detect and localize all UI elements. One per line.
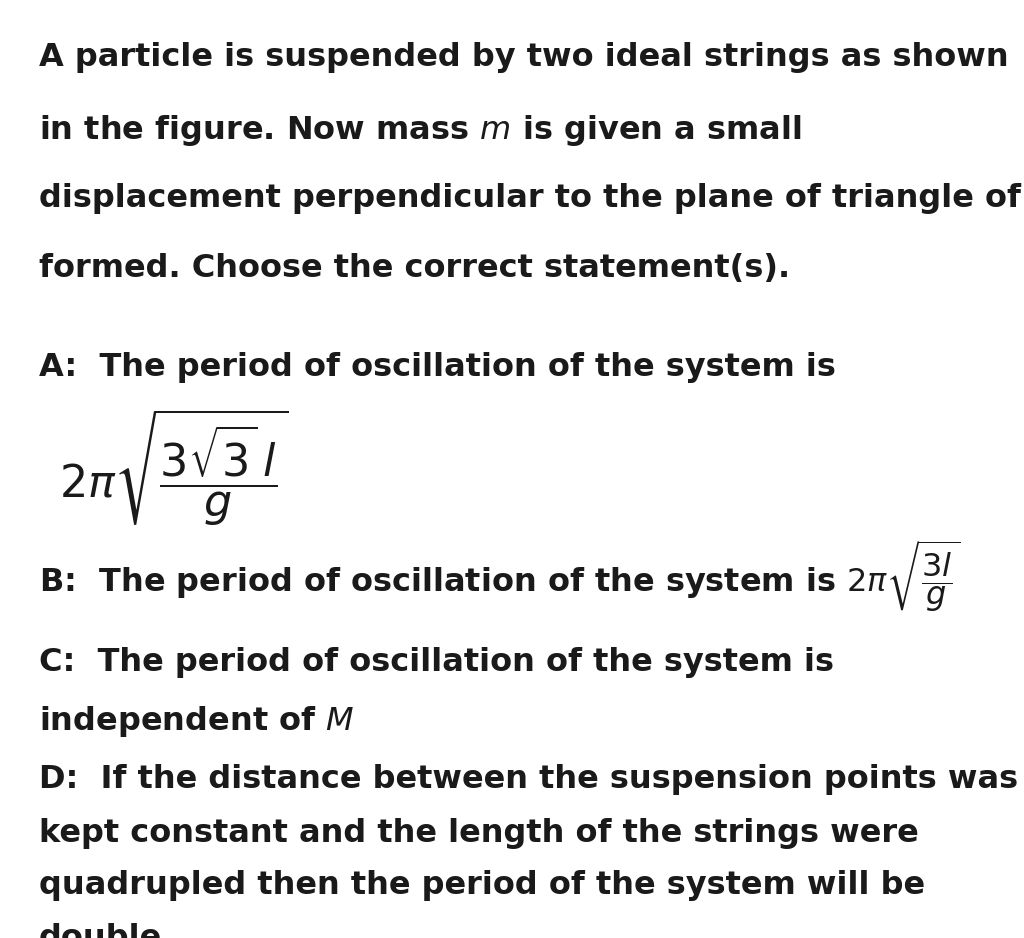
- Text: $2\pi\sqrt{\dfrac{3\sqrt{3}\,l}{g}}$: $2\pi\sqrt{\dfrac{3\sqrt{3}\,l}{g}}$: [59, 408, 289, 528]
- Text: displacement perpendicular to the plane of triangle of: displacement perpendicular to the plane …: [39, 183, 1021, 214]
- Text: quadrupled then the period of the system will be: quadrupled then the period of the system…: [39, 870, 925, 901]
- Text: A particle is suspended by two ideal strings as shown: A particle is suspended by two ideal str…: [39, 42, 1009, 73]
- Text: D:  If the distance between the suspension points was: D: If the distance between the suspensio…: [39, 764, 1018, 795]
- Text: B:  The period of oscillation of the system is $2\pi\sqrt{\dfrac{3l}{g}}$: B: The period of oscillation of the syst…: [39, 539, 961, 615]
- Text: kept constant and the length of the strings were: kept constant and the length of the stri…: [39, 818, 919, 849]
- Text: A:  The period of oscillation of the system is: A: The period of oscillation of the syst…: [39, 352, 836, 383]
- Text: in the figure. Now mass $m$ is given a small: in the figure. Now mass $m$ is given a s…: [39, 113, 802, 147]
- Text: double: double: [39, 923, 162, 938]
- Text: independent of $M$: independent of $M$: [39, 704, 354, 738]
- Text: C:  The period of oscillation of the system is: C: The period of oscillation of the syst…: [39, 647, 834, 678]
- Text: formed. Choose the correct statement(s).: formed. Choose the correct statement(s).: [39, 253, 791, 284]
